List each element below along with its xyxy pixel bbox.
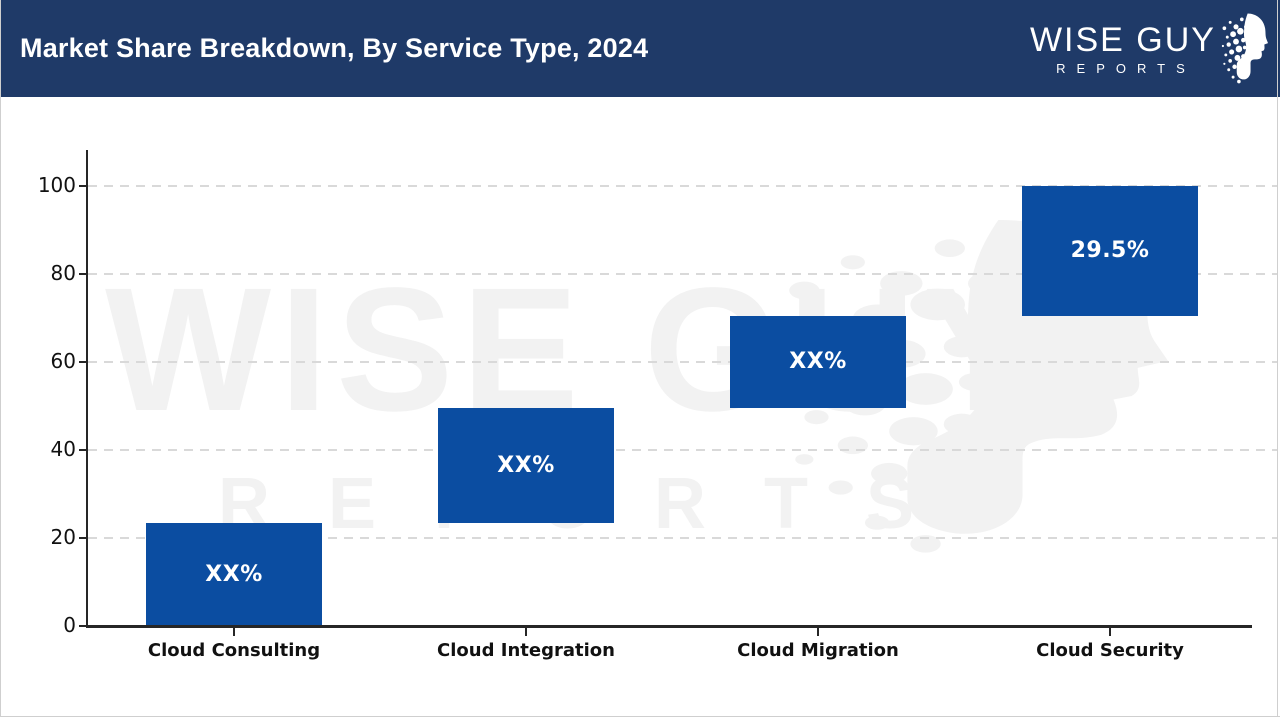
- y-tick-label-40: 40: [50, 437, 76, 461]
- page-title: Market Share Breakdown, By Service Type,…: [20, 33, 649, 63]
- x-category-label-1: Cloud Integration: [437, 640, 615, 661]
- gridline-20: [88, 537, 1277, 539]
- bar-0: XX%: [146, 522, 322, 626]
- bar-value-label-2: XX%: [789, 349, 847, 375]
- bar-value-label-0: XX%: [205, 561, 263, 587]
- y-tick-mark-60: [79, 361, 88, 363]
- bar-2: XX%: [730, 315, 906, 409]
- y-axis-spine: [86, 150, 88, 628]
- wiseguy-head-icon: [1220, 12, 1268, 86]
- y-tick-label-80: 80: [50, 261, 76, 285]
- x-axis-spine: [88, 625, 1252, 628]
- figure-border-bottom: [0, 716, 1280, 717]
- x-tick-mark-1: [525, 628, 527, 636]
- gridline-60: [88, 361, 1277, 363]
- brand-name: WISE GUY: [1029, 20, 1216, 59]
- bar-3: 29.5%: [1022, 186, 1198, 316]
- y-tick-mark-20: [79, 537, 88, 539]
- figure-border-left: [0, 0, 1, 717]
- y-tick-mark-40: [79, 449, 88, 451]
- gridline-80: [88, 273, 1277, 275]
- y-tick-mark-100: [79, 185, 88, 187]
- y-tick-mark-80: [79, 273, 88, 275]
- gridline-40: [88, 449, 1277, 451]
- x-tick-mark-3: [1109, 628, 1111, 636]
- x-category-label-2: Cloud Migration: [737, 640, 899, 661]
- bar-value-label-3: 29.5%: [1070, 238, 1150, 264]
- bar-1: XX%: [438, 408, 614, 523]
- y-tick-label-60: 60: [50, 349, 76, 373]
- gridline-100: [88, 185, 1277, 187]
- x-category-label-0: Cloud Consulting: [147, 640, 321, 661]
- brand-subtitle: REPORTS: [1056, 60, 1196, 76]
- brand-logo: WISE GUY REPORTS: [1030, 0, 1268, 97]
- x-tick-mark-2: [817, 628, 819, 636]
- x-tick-mark-0: [233, 628, 235, 636]
- x-category-label-3: Cloud Security: [1036, 640, 1184, 661]
- y-tick-label-100: 100: [37, 173, 76, 197]
- y-tick-label-20: 20: [50, 525, 76, 549]
- bar-value-label-1: XX%: [497, 452, 555, 478]
- y-tick-label-0: 0: [63, 613, 76, 637]
- y-tick-mark-0: [79, 625, 88, 627]
- figure-border-right: [1277, 0, 1278, 717]
- brand-logo-text: WISE GUY REPORTS: [1030, 23, 1216, 75]
- header: Market Share Breakdown, By Service Type,…: [0, 0, 1280, 97]
